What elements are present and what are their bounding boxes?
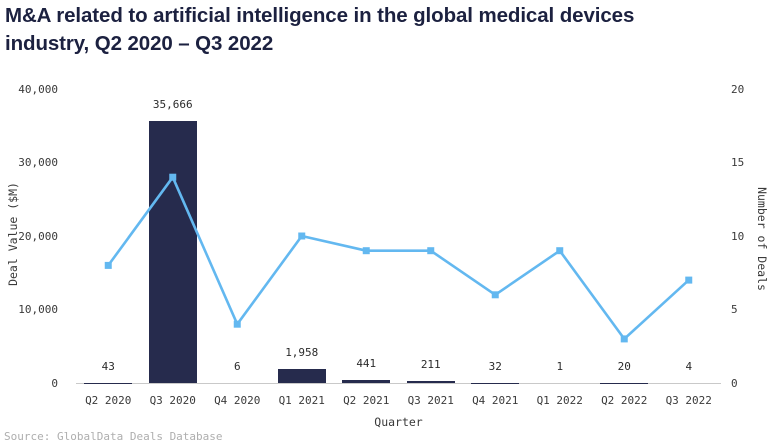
y-axis-left-tick-label: 40,000 — [18, 82, 58, 96]
bar-value-label: 6 — [233, 359, 241, 373]
bar-value-label: 20 — [617, 359, 631, 373]
bar-value-label: 1 — [556, 359, 564, 373]
deals-marker — [233, 320, 241, 328]
deal-value-bar — [406, 381, 455, 383]
x-tick-label: Q3 2020 — [149, 394, 196, 407]
x-tick-label: Q2 2022 — [601, 394, 648, 407]
deal-value-bar — [277, 368, 326, 383]
bar-value-label: 441 — [356, 356, 377, 370]
bar-value-label: 211 — [420, 358, 441, 372]
x-tick-label: Q2 2021 — [343, 394, 390, 407]
bar-value-label: 1,958 — [285, 345, 319, 359]
bar-value-label: 43 — [101, 359, 115, 373]
x-axis-title: Quarter — [374, 415, 423, 429]
deals-marker — [620, 335, 628, 343]
x-tick-label: Q1 2021 — [278, 394, 325, 407]
bar-value-label: 32 — [488, 359, 502, 373]
bar-value-label: 4 — [685, 359, 693, 373]
x-tick-label: Q3 2021 — [407, 394, 454, 407]
y-axis-right-tick-label: 20 — [731, 82, 745, 96]
x-tick-label: Q2 2020 — [85, 394, 132, 407]
deals-marker — [685, 276, 693, 284]
deal-value-bar — [342, 379, 391, 383]
y-axis-left-tick-label: 20,000 — [18, 229, 58, 243]
chart-title: M&A related to artificial intelligence i… — [5, 4, 635, 55]
deals-marker — [104, 261, 112, 269]
y-axis-right-tick-label: 10 — [731, 229, 745, 243]
x-tick-label: Q3 2022 — [665, 394, 712, 407]
x-tick-label: Q4 2021 — [472, 394, 519, 407]
y-axis-left-tick-label: 30,000 — [18, 156, 58, 169]
y-axis-right-tick-label: 0 — [731, 376, 738, 390]
y-axis-left-tick-label: 10,000 — [18, 303, 58, 316]
deals-marker — [556, 247, 564, 255]
source-note: Source: GlobalData Deals Database — [4, 430, 223, 443]
x-tick-label: Q4 2020 — [214, 394, 261, 407]
deal-value-bar — [148, 120, 197, 383]
y-axis-right-tick-label: 15 — [731, 156, 745, 169]
x-axis-line — [76, 383, 721, 384]
y-axis-right-tick-label: 5 — [731, 303, 738, 316]
y-axis-left-tick-label: 0 — [51, 376, 58, 390]
deals-marker — [298, 232, 306, 240]
deals-marker — [491, 291, 499, 299]
x-tick-label: Q1 2022 — [536, 394, 583, 407]
deals-marker — [427, 247, 435, 255]
deals-marker — [362, 247, 370, 255]
bar-value-label: 35,666 — [152, 97, 193, 111]
